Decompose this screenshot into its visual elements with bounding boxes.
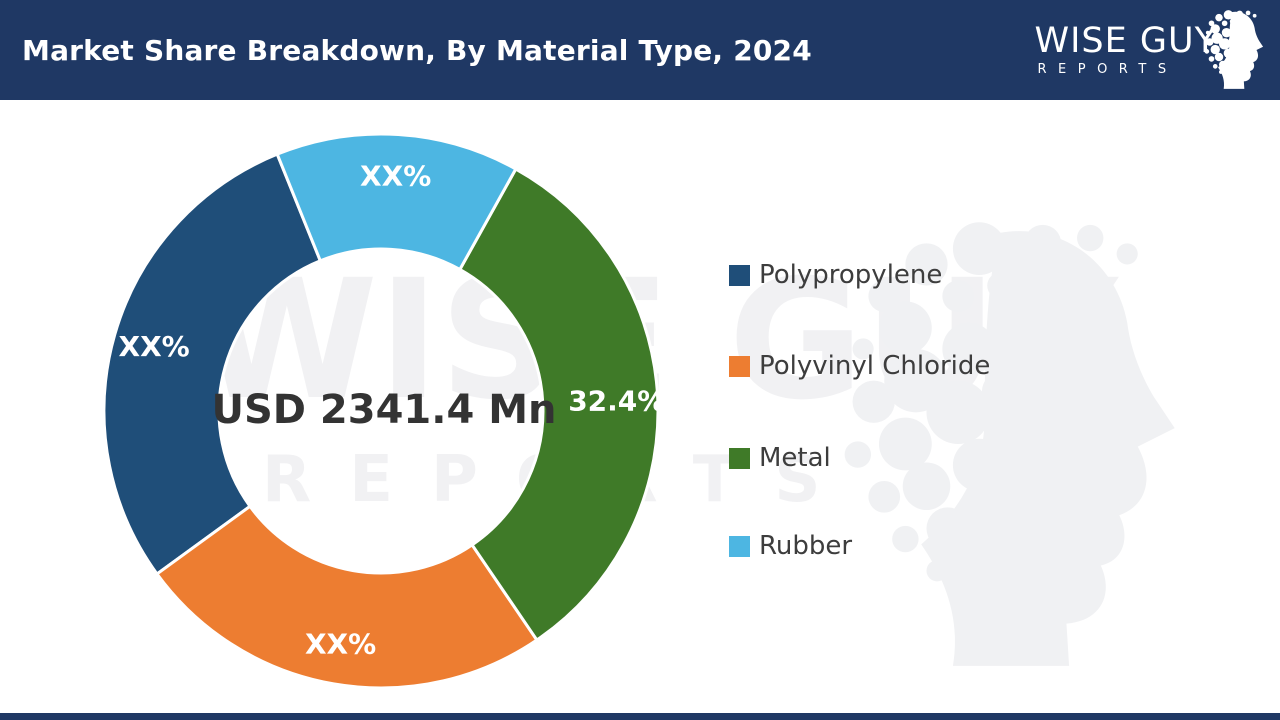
donut-segment-metal <box>458 167 660 642</box>
logo-line2: REPORTS <box>1037 61 1178 77</box>
logo-wordmark: WISE GUY REPORTS <box>1034 23 1217 77</box>
legend-label: Polypropylene <box>759 260 943 290</box>
donut-segment-polyvinyl-chloride <box>155 504 539 690</box>
logo-head-icon <box>1204 9 1264 89</box>
segment-label-metal: 32.4% <box>568 384 661 417</box>
legend-swatch <box>729 535 750 557</box>
donut-segment-rubber <box>275 132 518 271</box>
legend-item-rubber: Rubber <box>729 533 852 559</box>
legend-item-polypropylene: Polypropylene <box>729 262 942 288</box>
legend-item-polyvinyl-chloride: Polyvinyl Chloride <box>729 353 990 379</box>
legend-label: Rubber <box>759 531 853 561</box>
donut-segments <box>102 132 660 690</box>
segment-label-polypropylene: XX% <box>119 330 190 363</box>
wise-guy-logo: WISE GUY REPORTS <box>1034 9 1264 91</box>
legend-swatch <box>729 447 750 469</box>
legend-label: Metal <box>759 443 831 473</box>
footer-bar <box>0 713 1280 720</box>
legend-item-metal: Metal <box>729 445 831 471</box>
legend-swatch <box>729 355 750 377</box>
donut-chart: XX% XX% 32.4% XX% USD 2341.4 Mn <box>102 132 661 690</box>
donut-segment-labels: XX% XX% 32.4% XX% <box>119 159 661 660</box>
chart-legend: Polypropylene Polyvinyl Chloride Metal Rubb… <box>729 262 1029 562</box>
page-title: Market Share Breakdown, By Material Type… <box>22 33 812 67</box>
legend-label: Polyvinyl Chloride <box>759 351 991 381</box>
segment-label-polyvinyl-chloride: XX% <box>305 628 376 661</box>
header-bar: Market Share Breakdown, By Material Type… <box>0 0 1280 100</box>
donut-segment-polypropylene <box>102 152 322 576</box>
chart-center-value: USD 2341.4 Mn <box>212 387 557 433</box>
logo-line1: WISE GUY <box>1034 21 1217 62</box>
legend-swatch <box>729 264 750 286</box>
segment-label-rubber: XX% <box>360 159 431 192</box>
